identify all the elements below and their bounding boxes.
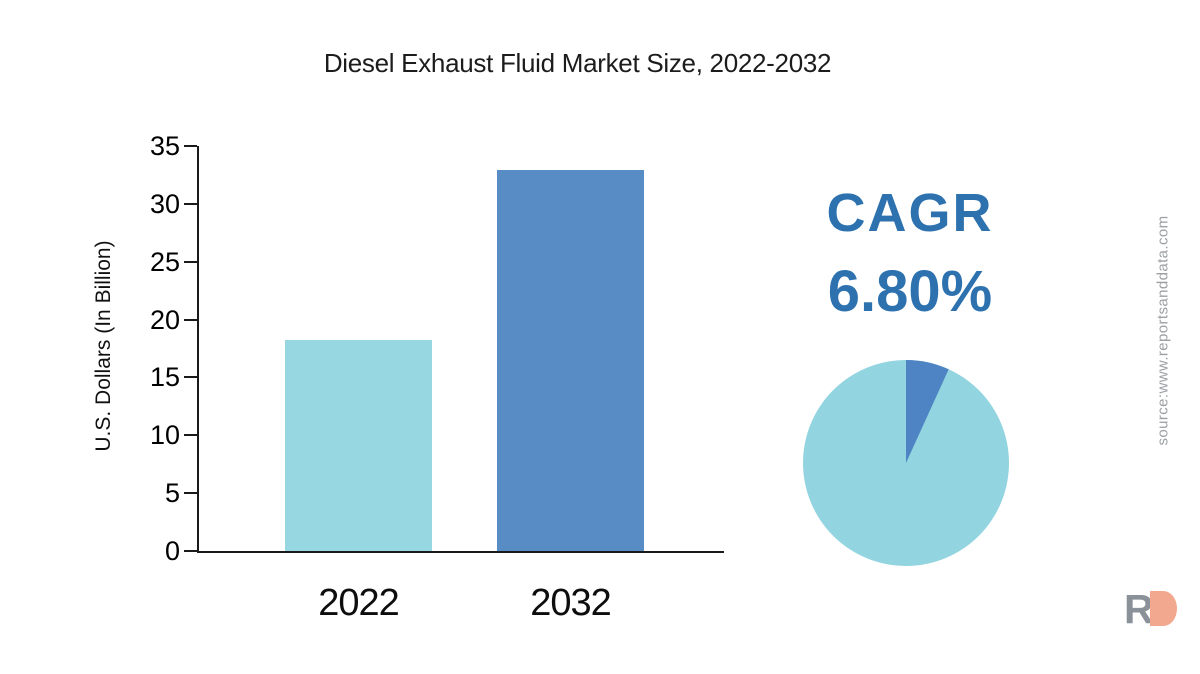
x-axis-line	[197, 551, 724, 553]
y-tick-mark	[184, 434, 197, 437]
y-tick-label: 35	[149, 131, 180, 161]
y-axis-line	[197, 146, 199, 553]
y-tick-mark	[184, 376, 197, 379]
y-tick-label: 10	[149, 420, 180, 451]
pie-cagr-slice	[906, 360, 949, 463]
y-tick-label: 25	[149, 246, 180, 277]
chart-title: Diesel Exhaust Fluid Market Size, 2022-2…	[323, 48, 832, 78]
x-tick-label: 2022	[318, 582, 400, 624]
y-axis-label: U.S. Dollars (In Billion)	[92, 240, 115, 452]
logo-letter-r: R	[1124, 586, 1154, 632]
source-attribution: source:www.reportsanddata.com	[1154, 215, 1172, 446]
x-tick-label: 2032	[530, 582, 612, 624]
y-tick-mark	[184, 550, 197, 552]
y-tick-label: 5	[164, 478, 180, 509]
bar-2022	[285, 340, 432, 551]
y-tick-mark	[184, 260, 197, 263]
y-tick-label: 30	[149, 188, 180, 219]
cagr-value: 6.80%	[827, 259, 993, 324]
logo-letter-d-icon	[1149, 590, 1177, 626]
y-tick-label: 20	[149, 304, 180, 335]
bar-2032	[497, 170, 644, 551]
reportsanddata-logo: R	[1124, 586, 1177, 632]
cagr-pie-chart	[803, 360, 1009, 566]
y-tick-mark	[184, 492, 197, 495]
y-tick-label: 15	[149, 362, 180, 393]
cagr-label: CAGR	[826, 183, 994, 243]
y-tick-mark	[184, 318, 197, 321]
y-tick-mark	[184, 202, 197, 205]
y-tick-label: 0	[164, 536, 180, 566]
y-tick-mark	[184, 145, 197, 147]
